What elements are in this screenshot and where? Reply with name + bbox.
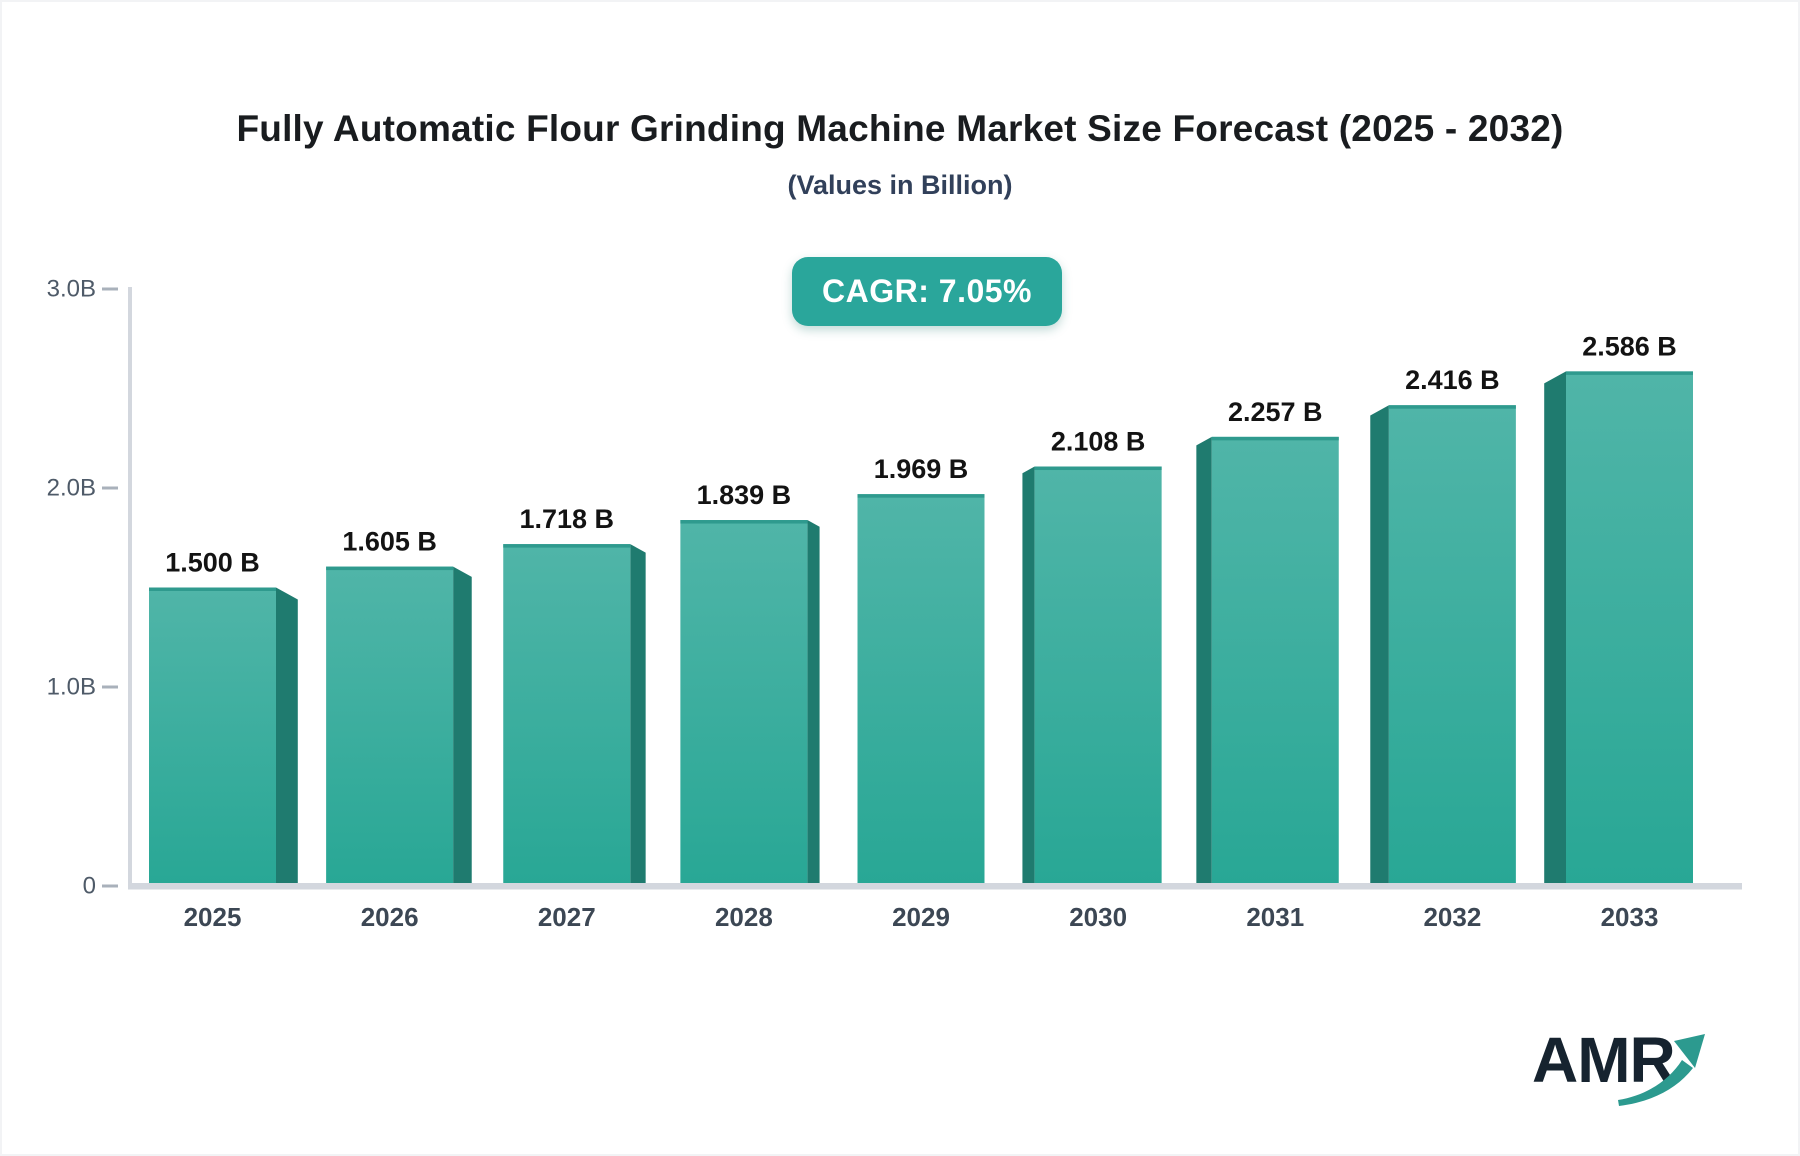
bar: [1034, 466, 1162, 886]
bar-top-edge: [1211, 436, 1339, 441]
x-axis-line: [128, 883, 1742, 890]
bar-side-face: [1370, 405, 1389, 886]
bar-top-edge: [326, 566, 454, 571]
bar-side-face: [1022, 466, 1035, 886]
chart-title: Fully Automatic Flour Grinding Machine M…: [236, 108, 1564, 149]
bar-top-edge: [680, 520, 808, 524]
y-tick-mark: [102, 287, 118, 291]
bar: [503, 544, 631, 886]
bar-value-label: 2.586 B: [1582, 331, 1677, 361]
chart-subtitle: (Values in Billion): [787, 170, 1013, 200]
bar-top-edge: [857, 494, 985, 498]
growth-arrow-icon: [1618, 1034, 1705, 1106]
bar-value-label: 1.969 B: [874, 454, 969, 484]
x-tick-label: 2029: [892, 902, 950, 932]
x-tick-label: 2033: [1601, 902, 1659, 932]
bar-group-2026: 1.605 B 2026: [326, 527, 472, 932]
cagr-badge: CAGR: 7.05%: [792, 257, 1062, 326]
bar-group-2032: 2.416 B 2032: [1370, 365, 1516, 932]
cagr-badge-label: CAGR: 7.05%: [822, 273, 1032, 309]
bar: [1388, 405, 1516, 886]
y-axis-line: [128, 287, 132, 889]
bar-value-label: 1.718 B: [519, 504, 614, 534]
y-tick-label: 3.0B: [47, 276, 96, 303]
bar-top-edge: [149, 587, 276, 591]
y-tick-mark: [102, 486, 118, 490]
bar-top-edge: [1566, 371, 1693, 375]
bar: [326, 566, 454, 886]
bar-value-label: 1.839 B: [697, 480, 792, 510]
y-tick-label: 0: [83, 873, 96, 900]
bar-side-face: [807, 520, 820, 886]
bar-value-label: 2.257 B: [1228, 397, 1323, 427]
y-tick-mark: [102, 884, 118, 888]
bar-top-edge: [1034, 466, 1162, 471]
bar-value-label: 2.416 B: [1405, 365, 1500, 395]
bar-value-label: 1.605 B: [342, 527, 437, 557]
bar-side-face: [276, 587, 298, 886]
bar-side-face: [1544, 371, 1566, 886]
bar: [857, 494, 985, 886]
x-tick-label: 2031: [1246, 902, 1304, 932]
bar-group-2025: 1.500 B 2025: [149, 548, 298, 932]
bar-side-face: [1196, 436, 1212, 886]
y-tick-label: 2.0B: [47, 475, 96, 502]
bar: [680, 520, 808, 886]
bar-top-edge: [503, 544, 631, 548]
bar-group-2031: 2.257 B 2031: [1196, 397, 1339, 932]
x-tick-label: 2028: [715, 902, 773, 932]
bar-side-face: [453, 566, 472, 886]
bar-side-face: [630, 544, 646, 886]
amr-logo-text: AMR: [1532, 1024, 1676, 1096]
y-tick-label: 1.0B: [47, 674, 96, 701]
bar-group-2029: 1.969 B 2029: [857, 454, 985, 932]
x-tick-label: 2027: [538, 902, 596, 932]
x-tick-label: 2026: [361, 902, 419, 932]
bar-group-2033: 2.586 B 2033: [1544, 331, 1693, 932]
bar-top-edge: [1388, 405, 1516, 409]
x-tick-label: 2025: [184, 902, 242, 932]
bar-group-2027: 1.718 B 2027: [503, 504, 646, 932]
x-tick-label: 2032: [1423, 902, 1481, 932]
bar-value-label: 2.108 B: [1051, 427, 1146, 457]
bar-group-2028: 1.839 B 2028: [680, 480, 820, 932]
bar: [149, 587, 276, 886]
y-tick-mark: [102, 685, 118, 689]
bar-group-2030: 2.108 B 2030: [1022, 427, 1162, 932]
amr-logo: AMR: [1532, 1016, 1762, 1126]
x-tick-label: 2030: [1069, 902, 1127, 932]
bar: [1566, 371, 1693, 886]
bar: [1211, 436, 1339, 886]
bar-value-label: 1.500 B: [165, 548, 260, 578]
